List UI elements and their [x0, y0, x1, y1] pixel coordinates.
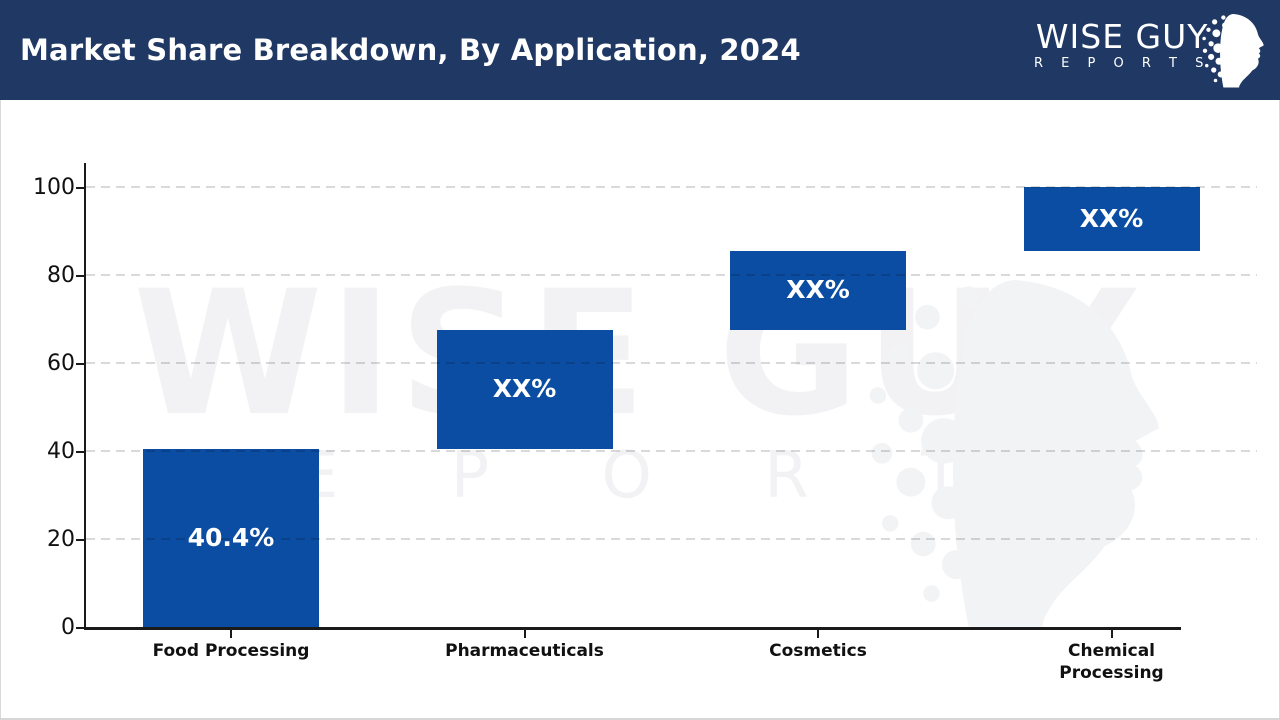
y-tick-mark: [76, 451, 84, 453]
y-tick-label: 80: [47, 263, 75, 288]
gridline-20: [86, 538, 1257, 540]
x-tick-label-food-processing: Food Processing: [152, 641, 310, 661]
x-tick-label-chemical-processing: Chemical Processing: [1059, 641, 1164, 684]
y-tick-label: 100: [33, 175, 75, 200]
y-tick-mark: [76, 627, 84, 629]
gridline-40: [86, 450, 1257, 452]
bar-pharmaceuticals: [436, 329, 613, 450]
page-title: Market Share Breakdown, By Application, …: [20, 33, 801, 67]
y-tick-label: 20: [47, 527, 75, 552]
watermark-head-icon: [869, 280, 1159, 627]
bar-value-label: XX%: [1079, 203, 1144, 233]
logo-head-icon: [1202, 14, 1264, 88]
y-tick-mark: [76, 275, 84, 277]
x-tick-label-cosmetics: Cosmetics: [769, 641, 867, 661]
y-tick-mark: [76, 363, 84, 365]
logo-text: WISE GUY R E P O R T S: [1034, 20, 1210, 71]
gridline-60: [86, 362, 1257, 364]
x-tick-mark: [817, 630, 819, 638]
x-axis-line: [84, 627, 1181, 630]
bar-value-label: 40.4%: [187, 523, 275, 553]
x-tick-mark: [523, 630, 526, 638]
y-tick-label: 0: [61, 615, 75, 640]
bar-value-label: XX%: [786, 275, 850, 305]
y-tick-label: 60: [47, 351, 75, 376]
bar-chemical-processing: [1023, 187, 1200, 251]
y-tick-mark: [76, 539, 84, 541]
gridline-80: [86, 274, 1257, 276]
bar-food-processing: [143, 449, 319, 627]
bar-value-label: XX%: [492, 374, 557, 404]
y-tick-mark: [76, 187, 84, 189]
x-tick-mark: [230, 630, 232, 638]
y-tick-label: 40: [47, 439, 75, 464]
x-tick-mark: [1110, 630, 1113, 638]
logo-wordmark: WISE GUY: [1035, 17, 1209, 56]
bar-cosmetics: [730, 250, 906, 330]
logo-subtext: R E P O R T S: [1034, 56, 1211, 71]
wise-guy-logo: WISE GUY R E P O R T S: [1020, 6, 1270, 96]
x-tick-label-pharmaceuticals: Pharmaceuticals: [445, 641, 604, 661]
plot-area: 40.4% XX% XX% XX% 0 20 40 60 80 100 Food Processin…: [1, 100, 1280, 720]
y-axis-line: [84, 163, 86, 630]
header-bar: Market Share Breakdown, By Application, …: [0, 0, 1280, 100]
chart-canvas: WISE GUY R E P O R T S 40.4% XX% XX% XX% 0 20…: [0, 100, 1280, 720]
gridline-100: [86, 186, 1257, 188]
